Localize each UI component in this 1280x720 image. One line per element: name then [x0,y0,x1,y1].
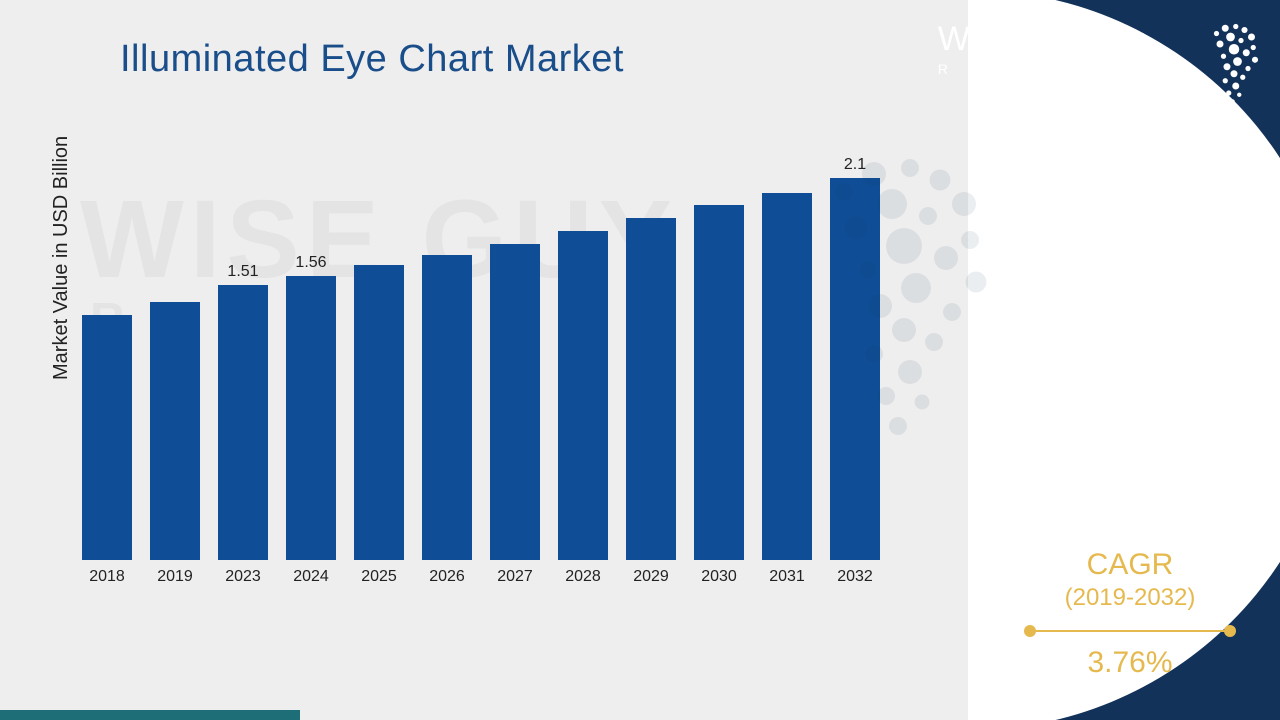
chart-title: Illuminated Eye Chart Market [120,38,624,81]
bar-slot: 2029 [626,160,676,560]
x-category-label: 2027 [481,568,549,586]
brand-logo: WISE GUY R E P O R T S [938,20,1262,110]
x-category-label: 2031 [753,568,821,586]
bar-slot: 2026 [422,160,472,560]
brand-head-icon [1192,20,1262,110]
bar-slot: 2028 [558,160,608,560]
bar-slot: 2019 [150,160,200,560]
bottom-accent-strip [0,710,300,720]
cagr-period: (2019-2032) [980,584,1280,612]
bar-slot: 1.512023 [218,160,268,560]
brand-text: WISE GUY R E P O R T S [938,20,1184,77]
cagr-ruler [1030,630,1230,632]
bar [82,315,132,560]
watermark-head-icon [760,150,1000,450]
y-axis-label: Market Value in USD Billion [50,136,73,380]
bar-slot: 2030 [694,160,744,560]
x-category-label: 2032 [821,568,889,586]
x-category-label: 2018 [73,568,141,586]
brand-line2: R E P O R T S [938,61,1184,77]
bar-slot: 2018 [82,160,132,560]
cagr-value: 3.76% [980,646,1280,680]
x-category-label: 2028 [549,568,617,586]
bar-value-label: 1.51 [213,263,273,281]
x-category-label: 2030 [685,568,753,586]
x-category-label: 2019 [141,568,209,586]
bar [558,231,608,560]
x-category-label: 2029 [617,568,685,586]
bar [626,218,676,560]
stage: WISE GUY REPORTS Illuminated Eye Chart M… [0,0,1280,720]
x-category-label: 2026 [413,568,481,586]
bar-slot: 2025 [354,160,404,560]
x-category-label: 2023 [209,568,277,586]
bar [490,244,540,560]
cagr-block: CAGR (2019-2032) 3.76% [980,548,1280,680]
brand-line1: WISE GUY [938,20,1184,59]
x-category-label: 2024 [277,568,345,586]
bar-slot: 1.562024 [286,160,336,560]
x-category-label: 2025 [345,568,413,586]
bar [150,302,200,560]
bar [286,276,336,560]
cagr-label: CAGR [980,548,1280,582]
bar [422,255,472,560]
bar-slot: 2027 [490,160,540,560]
bar [354,265,404,560]
bar-value-label: 1.56 [281,254,341,272]
bar [218,285,268,560]
bar [694,205,744,560]
